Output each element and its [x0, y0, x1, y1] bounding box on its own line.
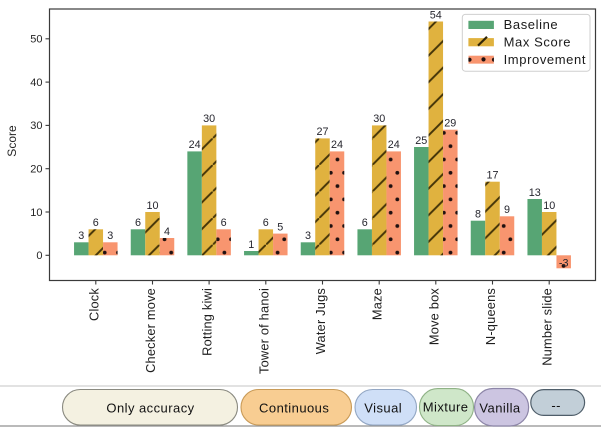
- svg-text:50: 50: [30, 34, 42, 46]
- svg-text:10: 10: [543, 200, 555, 212]
- svg-text:N-queens: N-queens: [483, 288, 498, 345]
- svg-text:Mixture: Mixture: [423, 399, 469, 414]
- svg-text:40: 40: [30, 77, 42, 89]
- svg-text:5: 5: [277, 221, 283, 233]
- svg-text:Continuous: Continuous: [259, 400, 329, 415]
- svg-text:24: 24: [388, 139, 400, 151]
- svg-text:1: 1: [248, 239, 254, 251]
- svg-text:27: 27: [316, 126, 328, 138]
- svg-text:Vanilla: Vanilla: [479, 400, 521, 415]
- svg-text:6: 6: [263, 217, 269, 229]
- svg-text:4: 4: [164, 226, 170, 238]
- svg-text:Number slide: Number slide: [540, 288, 555, 366]
- svg-text:Checker move: Checker move: [143, 288, 158, 373]
- svg-text:Clock: Clock: [86, 288, 101, 321]
- svg-text:Max Score: Max Score: [504, 34, 572, 49]
- svg-text:Rotting kiwi: Rotting kiwi: [200, 288, 215, 356]
- svg-text:Move box: Move box: [426, 288, 441, 345]
- svg-text:Water Jugs: Water Jugs: [313, 288, 328, 354]
- svg-text:6: 6: [93, 217, 99, 229]
- svg-text:-3: -3: [559, 258, 569, 270]
- svg-text:Tower of hanoi: Tower of hanoi: [256, 288, 271, 374]
- svg-text:3: 3: [107, 230, 113, 242]
- svg-text:20: 20: [30, 164, 42, 176]
- svg-text:9: 9: [504, 204, 510, 216]
- svg-text:54: 54: [430, 9, 442, 21]
- svg-text:10: 10: [146, 200, 158, 212]
- svg-text:10: 10: [30, 207, 42, 219]
- svg-text:Improvement: Improvement: [504, 52, 586, 67]
- svg-text:13: 13: [529, 187, 541, 199]
- svg-text:24: 24: [189, 139, 201, 151]
- svg-text:Baseline: Baseline: [504, 17, 559, 32]
- svg-text:Score: Score: [5, 125, 19, 157]
- svg-text:Only accuracy: Only accuracy: [106, 400, 194, 415]
- svg-text:6: 6: [221, 217, 227, 229]
- svg-text:Maze: Maze: [370, 288, 385, 320]
- svg-text:--: --: [551, 398, 561, 413]
- svg-text:6: 6: [135, 217, 141, 229]
- svg-text:6: 6: [362, 217, 368, 229]
- svg-text:24: 24: [331, 139, 343, 151]
- svg-text:0: 0: [36, 250, 42, 262]
- svg-text:25: 25: [415, 135, 427, 147]
- svg-text:3: 3: [78, 230, 84, 242]
- svg-text:8: 8: [475, 209, 481, 221]
- svg-text:30: 30: [373, 113, 385, 125]
- svg-text:29: 29: [444, 118, 456, 130]
- svg-text:3: 3: [305, 230, 311, 242]
- svg-text:30: 30: [203, 113, 215, 125]
- svg-text:17: 17: [486, 170, 498, 182]
- svg-text:Visual: Visual: [364, 400, 402, 415]
- svg-text:30: 30: [30, 120, 42, 132]
